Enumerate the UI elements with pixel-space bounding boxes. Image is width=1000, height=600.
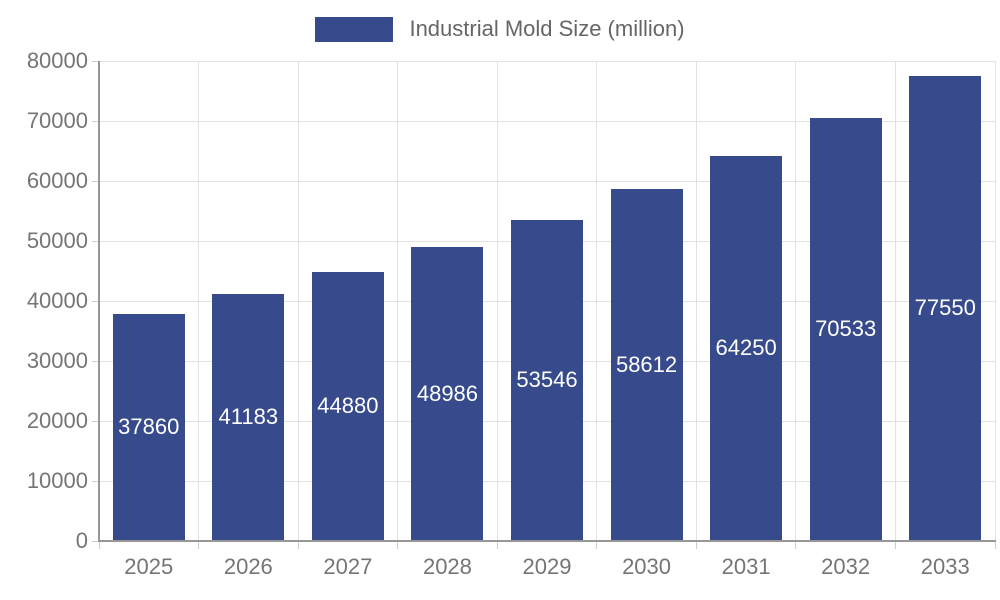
y-axis-tick xyxy=(92,60,99,62)
y-axis-tick xyxy=(92,420,99,422)
legend-label[interactable]: Industrial Mold Size (million) xyxy=(409,16,685,41)
bar-2033 xyxy=(909,75,982,541)
x-axis-tick xyxy=(496,541,498,549)
x-gridline xyxy=(994,61,996,541)
x-tick-label: 2029 xyxy=(522,554,572,579)
bar-2032 xyxy=(809,117,882,541)
x-axis-tick xyxy=(795,541,797,549)
y-gridline xyxy=(99,120,995,122)
y-axis-tick xyxy=(92,480,99,482)
x-gridline xyxy=(496,61,498,541)
y-tick-label: 60000 xyxy=(26,168,88,193)
y-axis-tick xyxy=(92,240,99,242)
y-tick-label: 0 xyxy=(75,528,88,553)
bar-value-label: 53546 xyxy=(516,367,578,393)
x-gridline xyxy=(198,61,200,541)
x-tick-label: 2025 xyxy=(124,554,174,579)
y-axis-tick xyxy=(92,540,99,542)
y-tick-label: 30000 xyxy=(26,348,88,373)
legend[interactable]: Industrial Mold Size (million) xyxy=(0,16,1000,42)
x-tick-label: 2028 xyxy=(422,554,472,579)
bar-2029 xyxy=(511,219,583,541)
x-gridline xyxy=(795,61,797,541)
y-tick-label: 80000 xyxy=(26,48,88,73)
x-tick-label: 2033 xyxy=(920,554,970,579)
y-axis-tick xyxy=(92,300,99,302)
bar-2027 xyxy=(311,271,384,541)
bar-2025 xyxy=(112,313,185,541)
x-tick-label: 2032 xyxy=(821,554,871,579)
x-tick-label: 2030 xyxy=(622,554,672,579)
legend-swatch-icon[interactable] xyxy=(315,16,394,42)
bar-2031 xyxy=(710,155,783,541)
x-tick-label: 2027 xyxy=(323,554,373,579)
bar-value-label: 44880 xyxy=(317,393,379,419)
y-axis-tick xyxy=(92,180,99,182)
x-axis-tick xyxy=(297,541,299,549)
bar-value-label: 77550 xyxy=(914,295,976,321)
x-gridline xyxy=(596,61,598,541)
x-gridline xyxy=(894,61,896,541)
x-tick-label: 2031 xyxy=(721,554,771,579)
x-axis-tick xyxy=(596,541,598,549)
x-gridline xyxy=(297,61,299,541)
bar-value-label: 70533 xyxy=(815,316,877,342)
y-tick-label: 10000 xyxy=(26,468,88,493)
x-axis-tick xyxy=(98,541,100,549)
y-axis-line xyxy=(98,61,100,541)
x-gridline xyxy=(695,61,697,541)
bar-2026 xyxy=(212,293,285,541)
x-axis-tick xyxy=(198,541,200,549)
x-axis-tick xyxy=(994,541,996,549)
bar-2030 xyxy=(610,189,683,541)
x-axis-tick xyxy=(695,541,697,549)
x-axis-tick xyxy=(894,541,896,549)
y-tick-label: 40000 xyxy=(26,288,88,313)
y-tick-label: 50000 xyxy=(26,228,88,253)
x-tick-label: 2026 xyxy=(223,554,273,579)
y-axis-tick xyxy=(92,120,99,122)
bar-value-label: 64250 xyxy=(715,335,777,361)
x-axis-line xyxy=(98,540,996,542)
y-tick-label: 70000 xyxy=(26,108,88,133)
bar-value-label: 41183 xyxy=(218,404,279,430)
bar-value-label: 58612 xyxy=(615,352,678,378)
x-axis-tick xyxy=(397,541,399,549)
y-gridline xyxy=(99,60,995,62)
x-gridline xyxy=(397,61,399,541)
y-tick-label: 20000 xyxy=(26,408,88,433)
bar-2028 xyxy=(411,247,484,541)
y-axis-tick xyxy=(92,360,99,362)
bar-value-label: 37860 xyxy=(118,414,180,440)
y-gridline xyxy=(99,180,995,182)
bar-value-label: 48986 xyxy=(416,381,479,407)
